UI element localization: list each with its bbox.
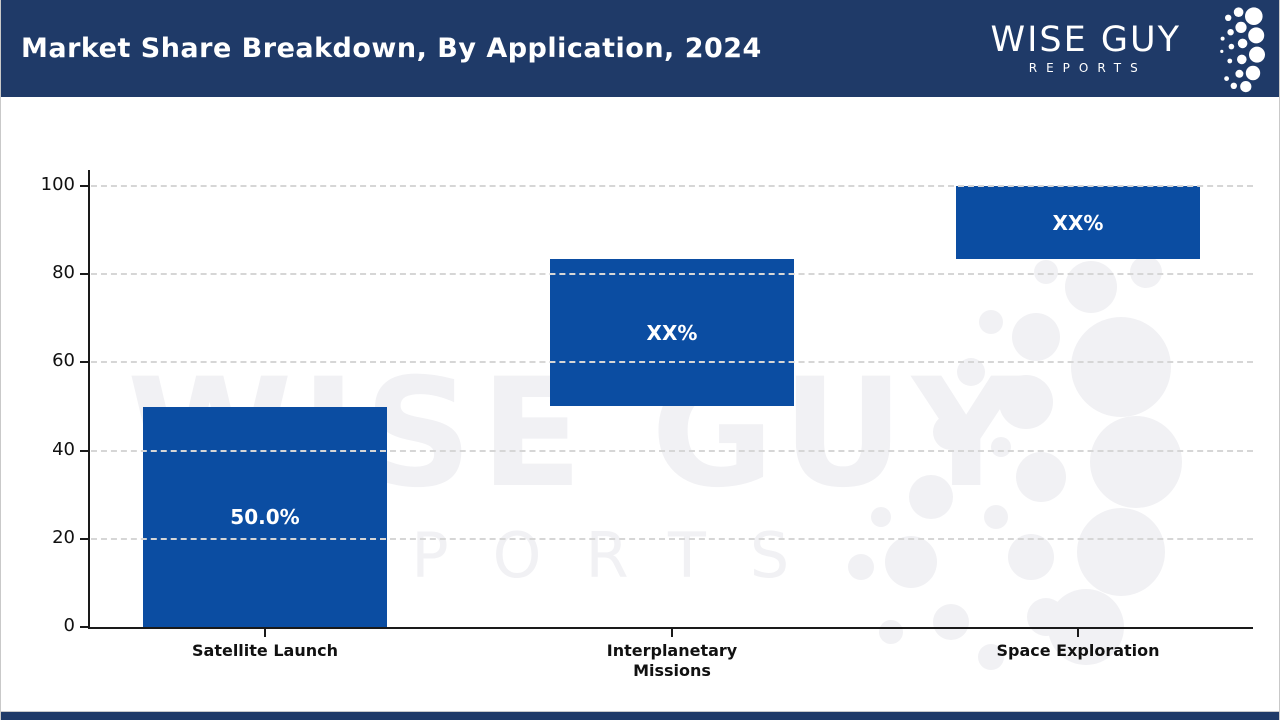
- gridline-40: [91, 449, 1253, 452]
- category-label-3: Space Exploration: [996, 641, 1160, 660]
- bar-label-2: XX%: [646, 320, 698, 345]
- logo-text: WISE GUY REPORTS: [990, 19, 1181, 75]
- y-tickmark-100: [80, 185, 89, 187]
- y-tickmark-80: [80, 273, 89, 276]
- bar-3: XX%: [956, 186, 1200, 260]
- y-tickmark-60: [80, 361, 89, 364]
- bar-2: XX%: [550, 259, 794, 407]
- logo-subtext: REPORTS: [1028, 60, 1147, 75]
- y-tick-label-20: 20: [52, 526, 75, 548]
- bar-label-1: 50.0%: [230, 504, 300, 529]
- gridline-60: [91, 361, 1253, 364]
- y-tick-label-0: 0: [63, 615, 75, 636]
- bar-label-3: XX%: [1052, 210, 1104, 235]
- header: Market Share Breakdown, By Application, …: [1, 0, 1279, 97]
- y-axis: [88, 170, 90, 629]
- x-tickmark-2: [671, 629, 673, 637]
- wiseguy-head-icon: [1220, 6, 1265, 92]
- chart-title: Market Share Breakdown, By Application, …: [21, 33, 762, 64]
- x-axis: [88, 627, 1253, 629]
- gridline-20: [91, 537, 1253, 540]
- bottom-hairline: [1, 711, 1279, 712]
- gridline-80: [91, 273, 1253, 276]
- x-tickmark-1: [264, 629, 266, 637]
- chart-area: WISE GUY REPORTS 50.0: [1, 97, 1279, 712]
- y-tick-label-100: 100: [40, 174, 75, 195]
- category-label-2: Interplanetary Missions: [606, 641, 738, 680]
- logo-wordmark: WISE GUY: [990, 19, 1181, 60]
- y-tick-label-60: 60: [52, 350, 75, 372]
- y-tick-label-80: 80: [52, 262, 75, 284]
- y-tick-label-40: 40: [52, 438, 75, 460]
- watermark-head-icon: [848, 256, 1182, 670]
- category-label-1: Satellite Launch: [192, 641, 338, 660]
- wiseguy-logo: WISE GUY REPORTS: [990, 5, 1267, 93]
- bar-1: 50.0%: [143, 406, 387, 627]
- y-tickmark-20: [80, 537, 89, 540]
- y-tickmark-40: [80, 449, 89, 452]
- x-tickmark-3: [1077, 629, 1079, 637]
- y-tickmark-0: [80, 626, 89, 628]
- gridline-100: [91, 185, 1253, 187]
- footer-bar: [1, 712, 1279, 720]
